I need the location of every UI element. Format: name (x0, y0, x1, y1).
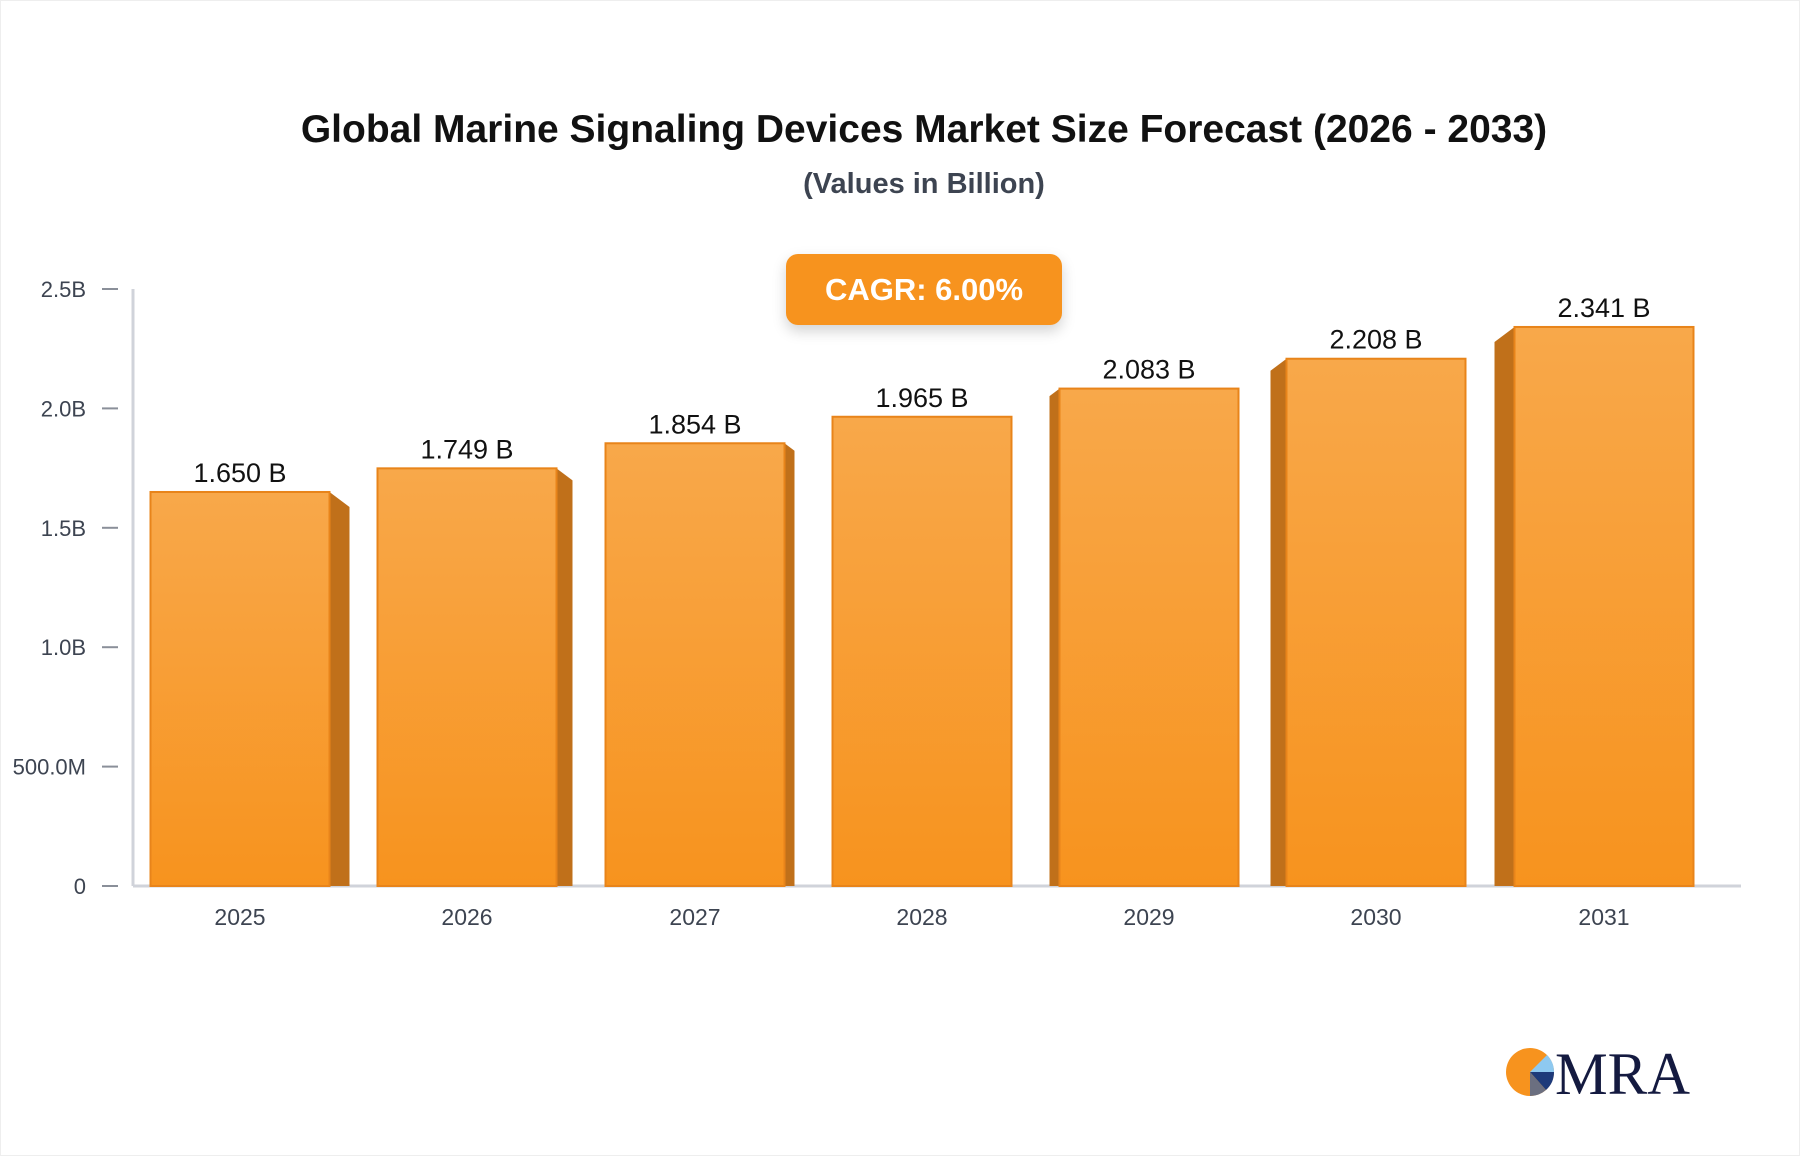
y-tick-label: 1.5B (41, 516, 86, 541)
bar (831, 415, 1013, 887)
bar (1513, 325, 1695, 888)
mra-logo: MRA (1505, 1040, 1695, 1100)
x-tick-label: 2029 (1123, 904, 1174, 930)
y-tick-label: 2.0B (41, 396, 86, 421)
bar-side (329, 491, 350, 886)
x-tick-label: 2030 (1350, 904, 1401, 930)
x-tick-label: 2028 (896, 904, 947, 930)
bar-value-label: 1.749 B (420, 434, 513, 464)
bar (604, 442, 786, 887)
y-tick-label: 500.0M (13, 755, 86, 780)
bar-group: 2.341 B 2031 (1494, 293, 1695, 930)
bar-value-label: 1.650 B (193, 458, 286, 488)
bar-value-label: 2.341 B (1557, 293, 1650, 323)
bar (376, 467, 558, 887)
bar (1058, 387, 1240, 887)
bar-side (556, 468, 573, 886)
y-tick-label: 2.5B (41, 277, 86, 302)
bar-group: 2.208 B 2030 (1270, 325, 1467, 930)
cagr-badge: CAGR: 6.00% (786, 254, 1062, 325)
bar-value-label: 2.083 B (1102, 355, 1195, 385)
x-tick-label: 2026 (441, 904, 492, 930)
chart-subtitle: (Values in Billion) (803, 168, 1045, 200)
logo-text: MRA (1555, 1041, 1690, 1100)
bar-group: 2.083 B 2029 (1049, 355, 1240, 930)
bar-side (1270, 358, 1287, 886)
y-tick-label: 1.0B (41, 635, 86, 660)
bar-side (1049, 388, 1060, 886)
bar-value-label: 2.208 B (1329, 325, 1422, 355)
bar-side (1494, 326, 1515, 886)
x-tick-label: 2027 (669, 904, 720, 930)
x-tick-label: 2025 (214, 904, 265, 930)
logo-pie-icon: MRA (1506, 1041, 1690, 1100)
bar-group: 1.749 B 2026 (376, 434, 573, 930)
x-tick-label: 2031 (1578, 904, 1629, 930)
bar-group: 1.650 B 2025 (149, 458, 350, 930)
bar-value-label: 1.965 B (875, 383, 968, 413)
y-tick-label: 0 (74, 874, 86, 899)
bar-side (784, 443, 795, 886)
bar (149, 490, 331, 887)
chart-title: Global Marine Signaling Devices Market S… (300, 108, 1548, 151)
bar-value-label: 1.854 B (648, 409, 741, 439)
bar (1285, 357, 1467, 887)
bar-group: 1.854 B 2027 (604, 409, 795, 930)
bar-group: 1.965 B 2028 (831, 383, 1013, 930)
